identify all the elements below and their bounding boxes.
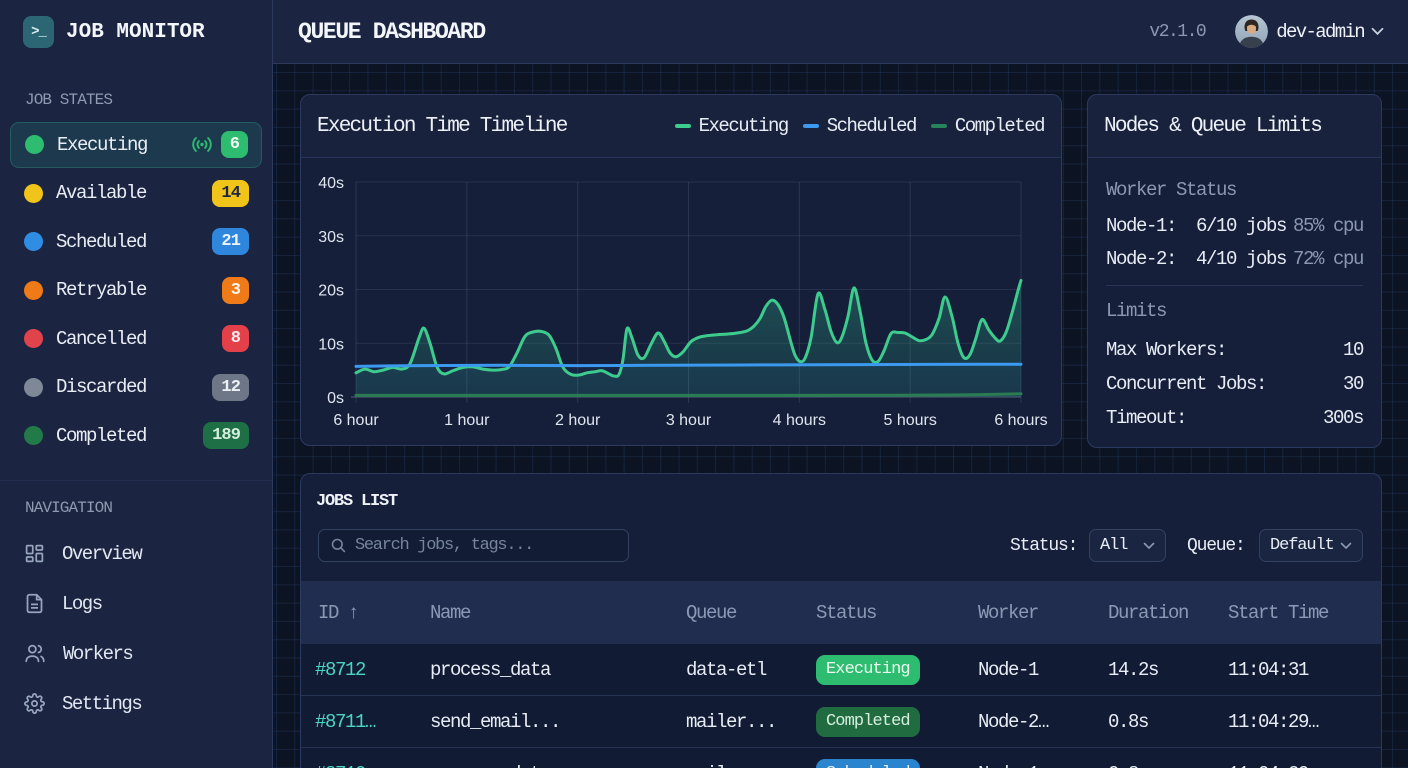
- svg-text:6 hours: 6 hours: [994, 412, 1047, 429]
- svg-text:4 hours: 4 hours: [773, 412, 826, 429]
- svg-text:40s: 40s: [318, 175, 344, 192]
- svg-text:3 hour: 3 hour: [666, 412, 712, 429]
- svg-text:0s: 0s: [327, 390, 344, 407]
- svg-text:10s: 10s: [318, 336, 344, 353]
- svg-text:6 hour: 6 hour: [333, 412, 379, 429]
- svg-text:2 hour: 2 hour: [555, 412, 601, 429]
- svg-text:5 hours: 5 hours: [884, 412, 937, 429]
- svg-text:30s: 30s: [318, 229, 344, 246]
- svg-text:1 hour: 1 hour: [444, 412, 490, 429]
- svg-text:20s: 20s: [318, 283, 344, 300]
